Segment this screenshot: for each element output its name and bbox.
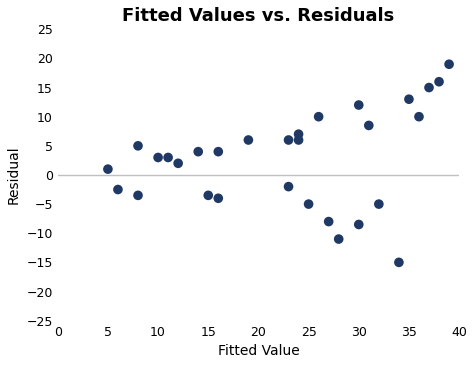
Point (295, 131, 302, 137)
Point (174, 160, 182, 166)
Point (134, 192, 142, 198)
Y-axis label: Residual: Residual (7, 146, 21, 204)
Point (315, 114, 322, 120)
Point (285, 184, 292, 189)
Point (114, 187, 122, 192)
Point (164, 154, 172, 160)
Point (435, 79, 443, 85)
Point (335, 236, 343, 242)
Point (355, 222, 363, 227)
Title: Fitted Values vs. Residuals: Fitted Values vs. Residuals (122, 7, 394, 25)
Point (425, 85, 433, 91)
Point (355, 102, 363, 108)
Point (365, 123, 373, 128)
Point (215, 195, 222, 201)
Point (395, 260, 403, 265)
Point (204, 192, 212, 198)
Point (305, 201, 312, 207)
Point (415, 114, 423, 120)
X-axis label: Fitted Value: Fitted Value (218, 344, 299, 358)
Point (155, 154, 162, 160)
Point (375, 201, 383, 207)
Point (245, 137, 252, 143)
Point (134, 143, 142, 149)
Point (285, 137, 292, 143)
Point (445, 61, 453, 67)
Point (104, 166, 112, 172)
Point (295, 137, 302, 143)
Point (325, 219, 332, 224)
Point (405, 96, 413, 102)
Point (215, 149, 222, 154)
Point (194, 149, 202, 154)
